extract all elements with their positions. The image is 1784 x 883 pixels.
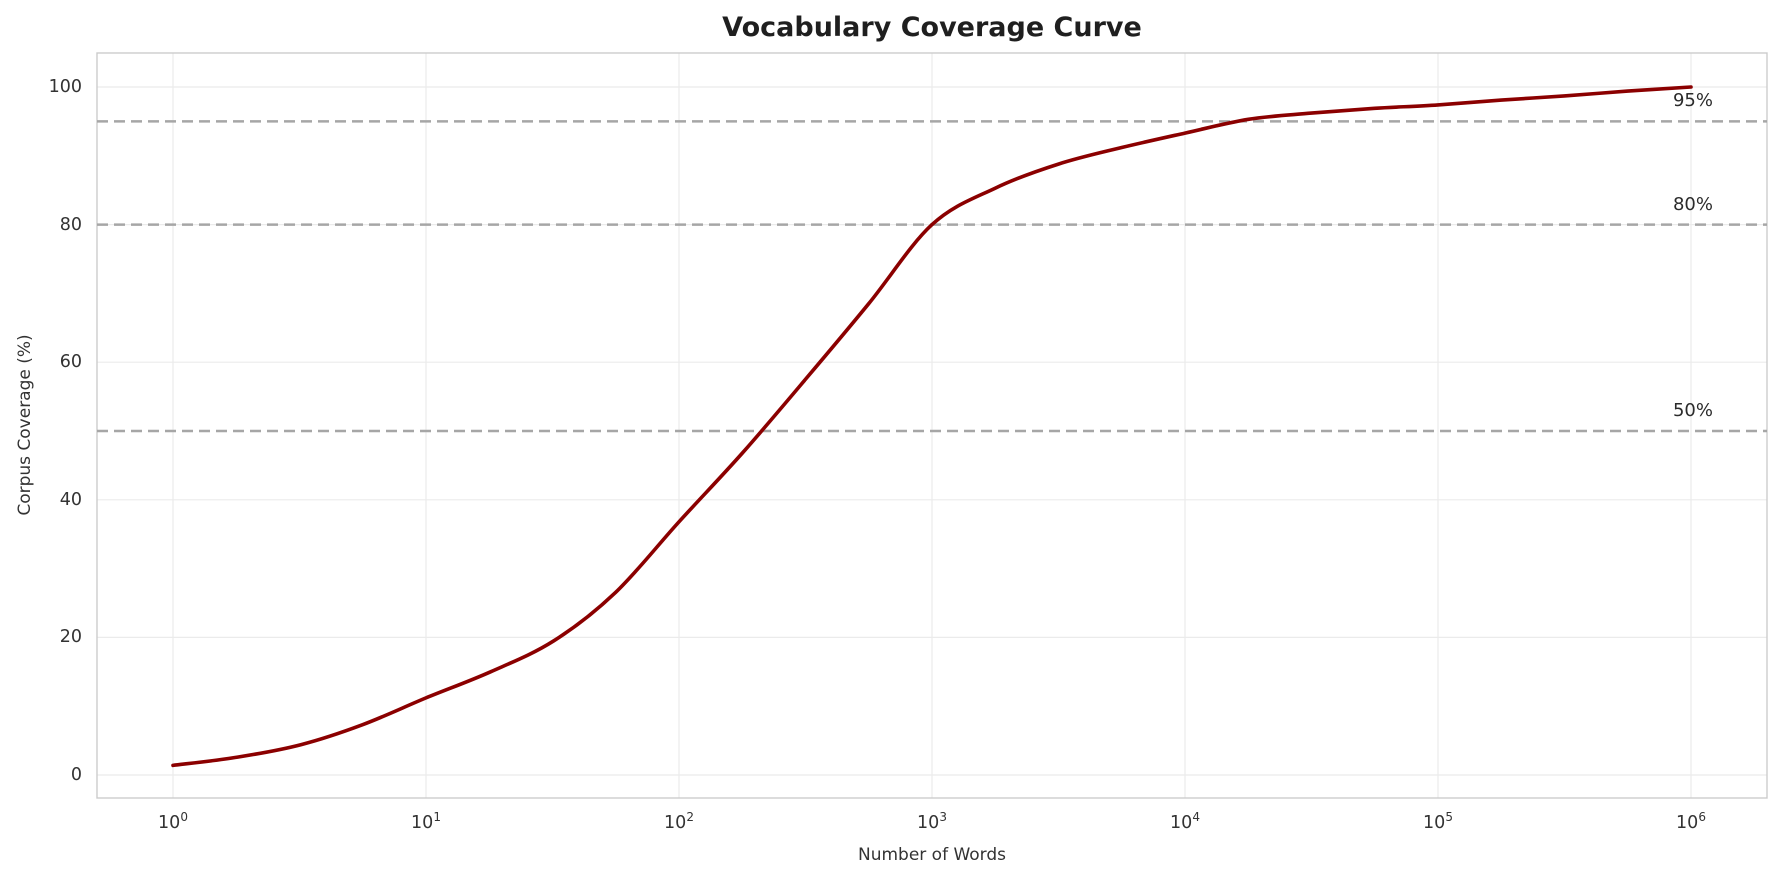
y-tick-label: 20 bbox=[59, 627, 82, 648]
y-tick-label: 80 bbox=[59, 214, 82, 235]
x-axis-label: Number of Words bbox=[857, 845, 1007, 865]
reference-label-50: 50% bbox=[1672, 400, 1713, 421]
axes-spines bbox=[96, 52, 1768, 799]
x-tick-label: 103 bbox=[917, 810, 947, 833]
chart-title: Vocabulary Coverage Curve bbox=[722, 12, 1142, 43]
x-tick-label: 106 bbox=[1676, 810, 1706, 833]
x-tick-label: 105 bbox=[1423, 810, 1453, 833]
x-tick-label: 104 bbox=[1170, 810, 1200, 833]
y-tick-label: 40 bbox=[59, 489, 82, 510]
x-tick-label: 102 bbox=[664, 810, 694, 833]
y-tick-label: 100 bbox=[48, 77, 82, 97]
x-tick-label: 100 bbox=[158, 810, 188, 833]
x-tick-label: 101 bbox=[411, 810, 441, 833]
reference-label-95: 95% bbox=[1672, 90, 1713, 112]
y-tick-label: 60 bbox=[59, 352, 82, 373]
reference-label-80: 80% bbox=[1672, 193, 1713, 215]
coverage-curve bbox=[171, 85, 1693, 768]
y-tick-label: 0 bbox=[70, 765, 82, 785]
